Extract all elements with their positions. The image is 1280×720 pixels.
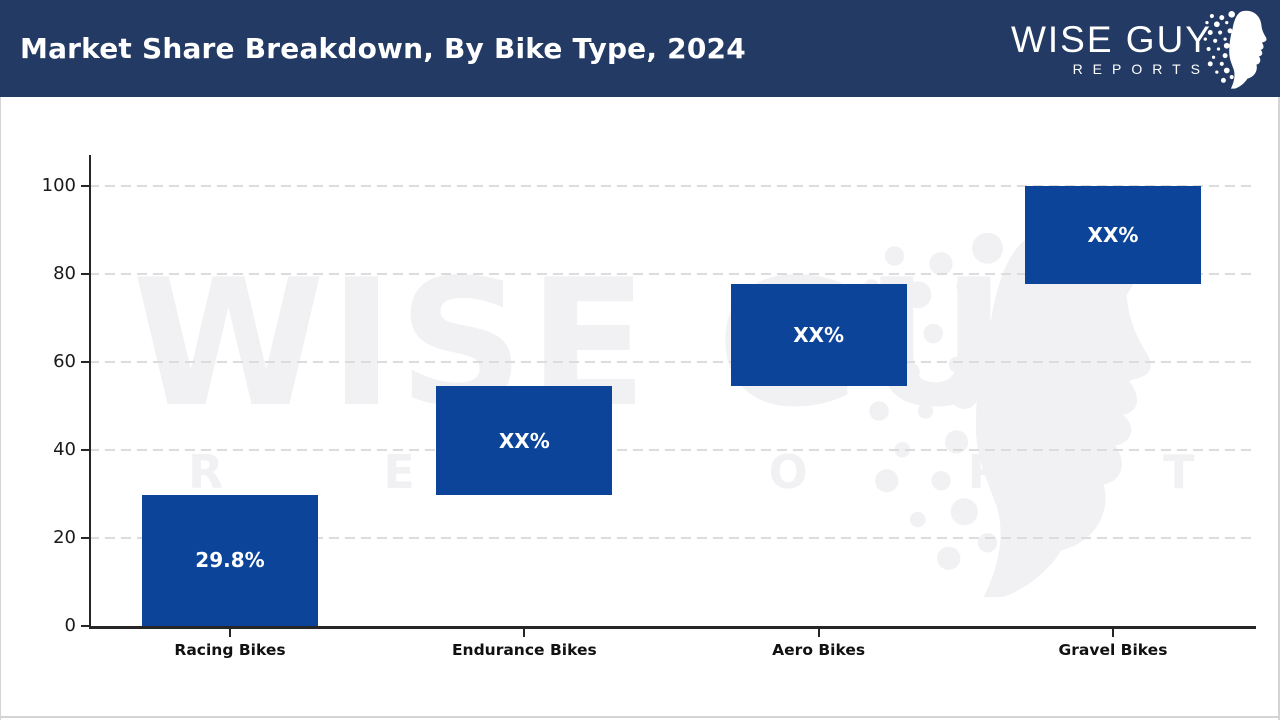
page-title: Market Share Breakdown, By Bike Type, 20… <box>20 32 746 65</box>
logo-reports-text: REPORTS <box>1072 61 1210 77</box>
y-tick-mark-20 <box>81 537 89 539</box>
bar-gravel-bikes: XX% <box>1024 186 1201 284</box>
bar-racing-bikes: 29.8% <box>142 494 318 626</box>
y-tick-label-20: 20 <box>53 527 76 548</box>
y-tick-mark-0 <box>81 625 89 627</box>
report-header: Market Share Breakdown, By Bike Type, 20… <box>0 0 1280 97</box>
bar-aero-bikes: XX% <box>730 283 907 387</box>
gridline-100 <box>89 185 1256 187</box>
gridline-80 <box>89 273 1256 275</box>
logo-wordmark: WISE GUY REPORTS <box>1011 21 1212 77</box>
x-category-label-2: Aero Bikes <box>772 641 866 659</box>
watermark-head-icon <box>855 231 1151 597</box>
bar-value-label: 29.8% <box>195 548 265 573</box>
y-tick-label-80: 80 <box>53 263 76 284</box>
x-category-label-0: Racing Bikes <box>174 641 286 659</box>
x-tick-mark-0 <box>229 629 231 637</box>
image-border-left <box>0 97 1 720</box>
y-tick-label-40: 40 <box>53 439 76 460</box>
x-category-label-3: Gravel Bikes <box>1058 641 1168 659</box>
y-tick-mark-60 <box>81 361 89 363</box>
x-category-label-1: Endurance Bikes <box>451 641 597 659</box>
x-axis <box>89 626 1256 629</box>
image-border-bottom <box>0 716 1280 718</box>
gridline-40 <box>89 449 1256 451</box>
logo-wiseguy-text: WISE GUY <box>1010 19 1212 60</box>
gridline-60 <box>89 361 1256 363</box>
y-tick-mark-80 <box>81 273 89 275</box>
x-tick-mark-3 <box>1111 629 1114 637</box>
chart-region: WISE GUY R E P O R T S 02040608010029.8%… <box>0 97 1280 720</box>
x-tick-mark-2 <box>817 629 820 637</box>
wise-guy-head-icon <box>1203 10 1267 89</box>
image-border-right <box>1278 97 1280 720</box>
y-tick-mark-100 <box>81 185 89 187</box>
y-tick-label-60: 60 <box>53 351 76 372</box>
x-tick-mark-1 <box>523 629 526 637</box>
bar-value-label: XX% <box>1087 222 1139 247</box>
y-tick-label-0: 0 <box>64 615 76 636</box>
bar-value-label: XX% <box>793 322 845 347</box>
y-tick-mark-40 <box>81 449 89 451</box>
gridline-20 <box>89 537 1256 539</box>
y-tick-label-100: 100 <box>41 175 76 196</box>
y-axis <box>89 155 91 629</box>
bar-endurance-bikes: XX% <box>436 386 613 495</box>
wise-guy-logo: WISE GUY REPORTS <box>1011 4 1268 94</box>
bar-value-label: XX% <box>498 428 550 453</box>
